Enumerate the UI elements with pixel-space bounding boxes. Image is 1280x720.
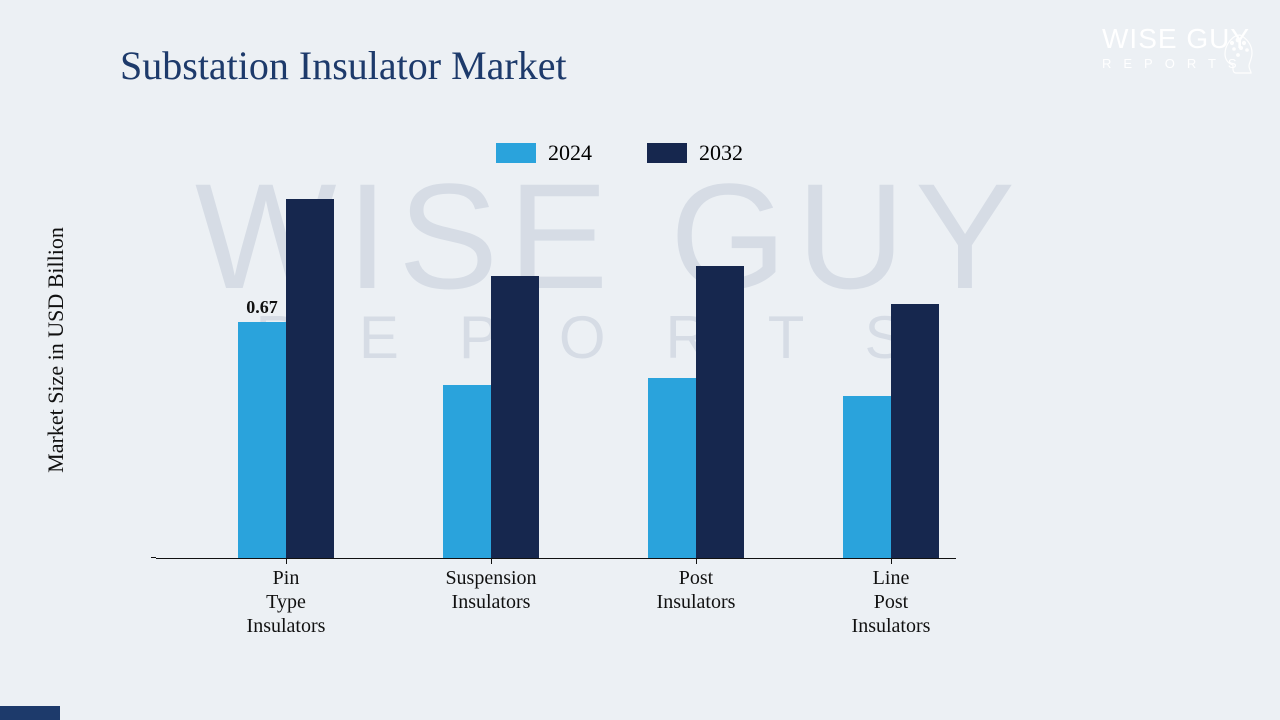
legend: 2024 2032 [496,140,743,166]
x-tick [491,558,492,564]
bar [843,396,891,558]
x-tick [286,558,287,564]
legend-swatch-2024 [496,143,536,163]
x-axis: PinTypeInsulators SuspensionInsulators Pos… [156,558,956,648]
plot-area: 0.67 [156,188,956,559]
bar [891,304,939,558]
legend-label-2024: 2024 [548,140,592,166]
chart: 2024 2032 Market Size in USD Billion 0.6… [56,140,956,680]
x-axis-category-label: LinePostInsulators [821,566,961,638]
bar [648,378,696,558]
bar [696,266,744,558]
bar [443,385,491,558]
x-axis-category-label: PostInsulators [626,566,766,614]
footer-accent-bar [0,706,60,720]
x-tick [891,558,892,564]
legend-swatch-2032 [647,143,687,163]
x-axis-category-label: SuspensionInsulators [421,566,561,614]
y-axis-label: Market Size in USD Billion [43,227,69,473]
bar [491,276,539,558]
bar [238,322,286,558]
legend-item-2032: 2032 [647,140,743,166]
brand-logo: WISE GUY REPORTS [1102,25,1250,70]
brand-head-icon [1210,31,1256,77]
x-tick [696,558,697,564]
legend-label-2032: 2032 [699,140,743,166]
legend-item-2024: 2024 [496,140,592,166]
x-axis-category-label: PinTypeInsulators [216,566,356,638]
chart-title: Substation Insulator Market [120,42,567,89]
page: WISE GUY REPORTS WISE GUY REPORTS Substa… [0,0,1280,720]
bar [286,199,334,558]
